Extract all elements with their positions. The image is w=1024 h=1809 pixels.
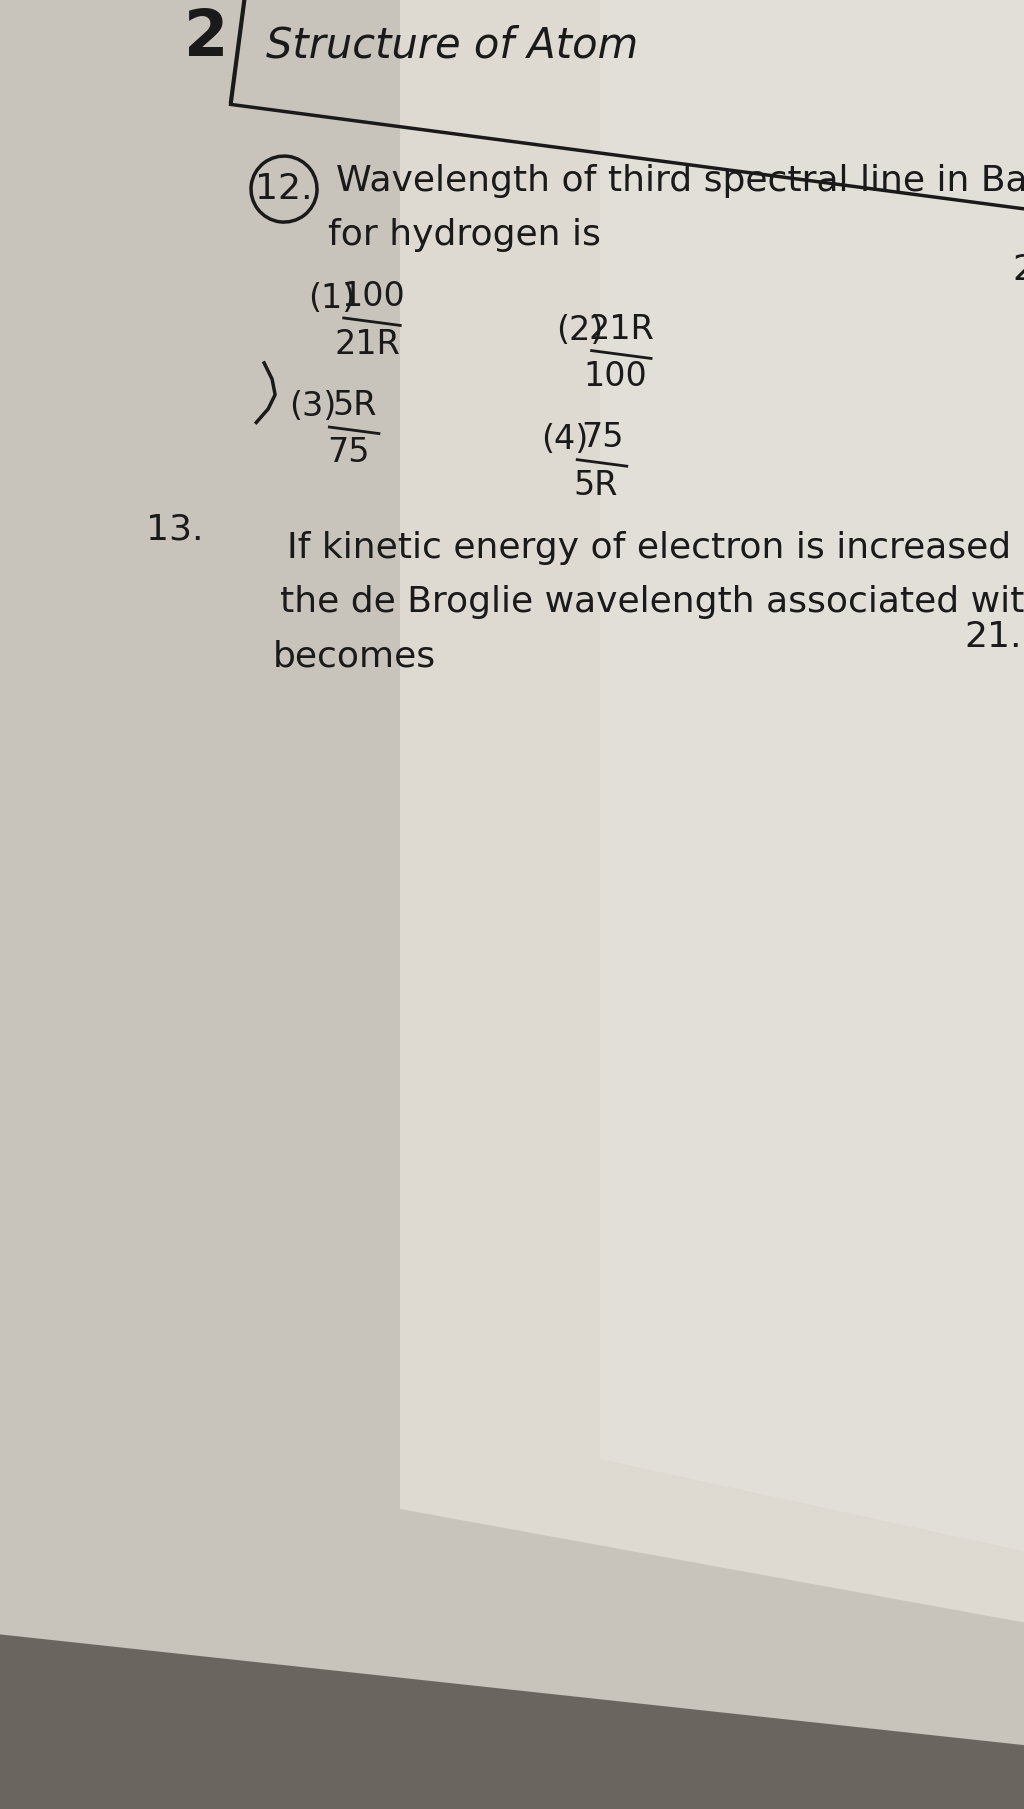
Text: becomes: becomes [272, 640, 436, 673]
Text: 100: 100 [342, 280, 406, 313]
Text: for hydrogen is: for hydrogen is [329, 219, 601, 251]
Text: 21R: 21R [589, 313, 654, 346]
Text: (1): (1) [308, 282, 355, 315]
Text: 20.: 20. [1013, 253, 1024, 288]
Text: 100: 100 [584, 360, 647, 393]
Text: (3): (3) [289, 391, 336, 423]
Text: 75: 75 [327, 436, 370, 469]
Text: 5R: 5R [332, 389, 377, 421]
Text: 21.: 21. [965, 620, 1022, 653]
Text: 2: 2 [184, 7, 228, 69]
Text: 75: 75 [581, 421, 624, 454]
Text: the de Broglie wavelength associated with it: the de Broglie wavelength associated wit… [281, 584, 1024, 619]
Text: Wavelength of third spectral line in Balmer series: Wavelength of third spectral line in Bal… [336, 165, 1024, 197]
Text: 13.: 13. [146, 512, 204, 546]
Polygon shape [600, 0, 1024, 1559]
Polygon shape [400, 0, 1024, 1628]
Text: If kinetic energy of electron is increased 9 times,: If kinetic energy of electron is increas… [288, 530, 1024, 564]
Text: (2): (2) [556, 315, 603, 347]
Polygon shape [0, 0, 1024, 1749]
Text: (4): (4) [542, 423, 589, 456]
Text: 12.: 12. [255, 172, 312, 206]
Text: 21R: 21R [335, 327, 400, 360]
Text: Structure of Atom: Structure of Atom [265, 25, 638, 67]
Text: 5R: 5R [573, 469, 618, 501]
